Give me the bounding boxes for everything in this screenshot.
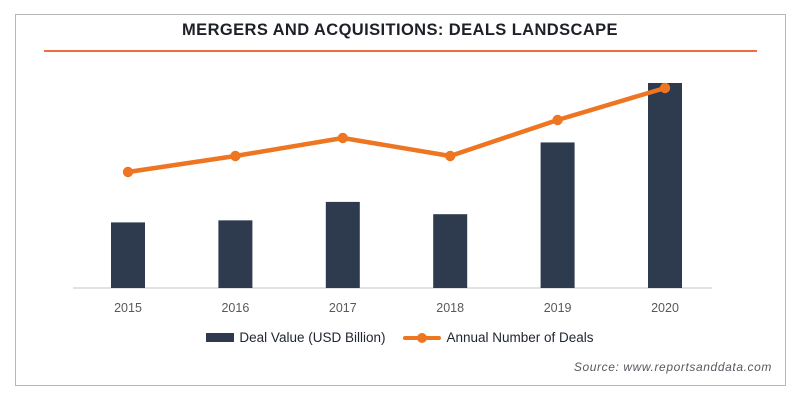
bar-series-swatch-icon [206, 333, 235, 342]
x-tick-label-2018: 2018 [436, 301, 464, 315]
line-marker-2018 [445, 150, 456, 162]
line-marker-2015 [122, 166, 134, 178]
legend-label-annual-deals: Annual Number of Deals [446, 330, 594, 345]
legend-label-deal-value: Deal Value (USD Billion) [239, 330, 386, 345]
legend-item-deal-value: Deal Value (USD Billion) [206, 330, 385, 345]
x-tick-label-2016: 2016 [221, 301, 249, 315]
legend-item-annual-deals: Annual Number of Deals [403, 330, 594, 345]
source-credit: Source: www.reportsanddata.com [573, 360, 772, 374]
line-marker-2017 [337, 132, 348, 144]
bar-2016 [218, 220, 253, 288]
bar-2015 [111, 222, 145, 288]
x-tick-label-2019: 2019 [544, 301, 572, 315]
bar-2017 [325, 201, 360, 288]
line-marker-2019 [552, 114, 563, 126]
bar-2018 [433, 214, 468, 288]
line-marker-2016 [230, 150, 241, 162]
bar-2019 [540, 142, 575, 288]
x-tick-label-2017: 2017 [329, 301, 357, 315]
bar-2020 [648, 83, 682, 288]
line-series-swatch-icon [403, 332, 442, 343]
title-divider-line [44, 50, 757, 52]
line-marker-2020 [659, 82, 671, 94]
x-tick-label-2015: 2015 [114, 301, 142, 315]
line-series-path [125, 85, 668, 175]
x-tick-label-2020: 2020 [651, 301, 679, 315]
chart-title: MERGERS AND ACQUISITIONS: DEALS LANDSCAP… [182, 21, 618, 39]
chart-legend: Deal Value (USD Billion) Annual Number o… [0, 330, 800, 345]
